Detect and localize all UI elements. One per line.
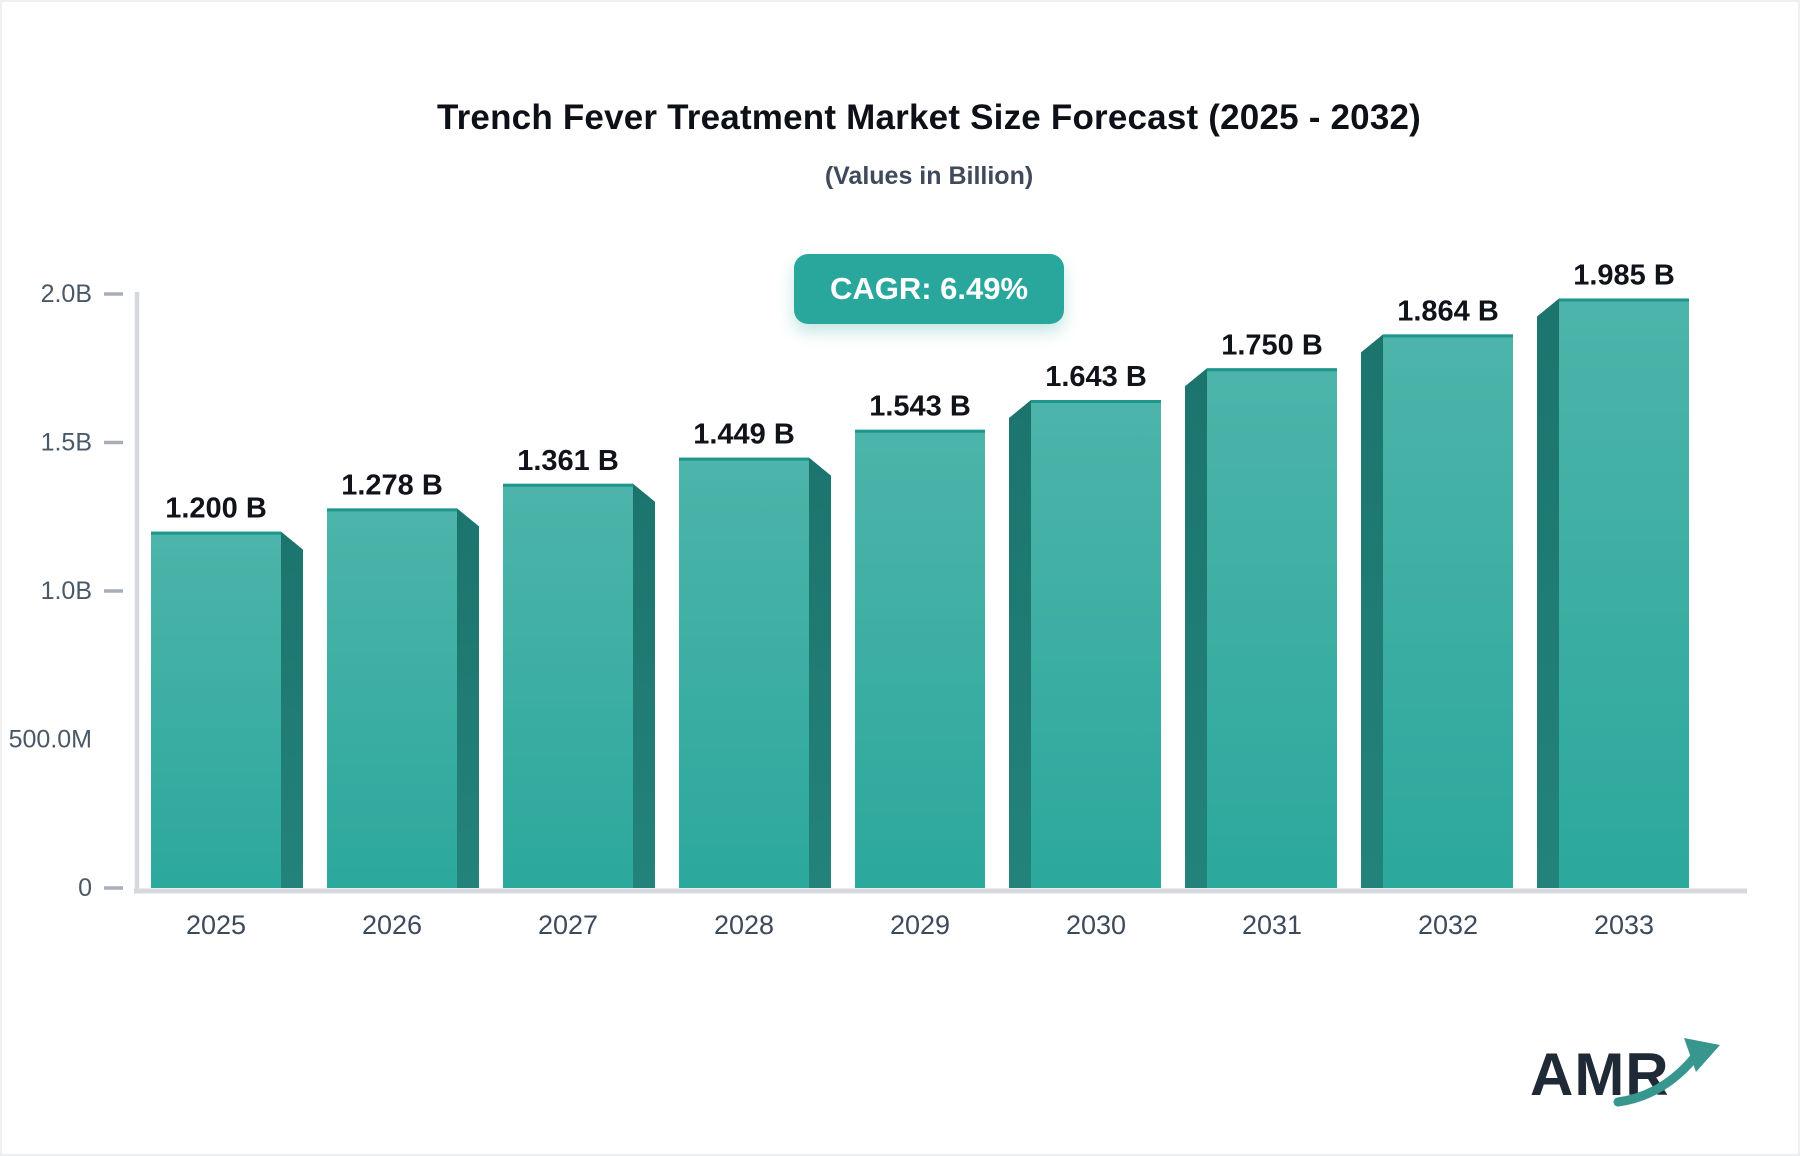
bar-2030[interactable]	[1031, 400, 1161, 888]
bar-2033[interactable]	[1559, 298, 1689, 889]
bar-value-label-2033: 1.985 B	[1573, 259, 1675, 291]
bar-value-label-2029: 1.543 B	[869, 391, 971, 423]
bar-2028[interactable]	[679, 457, 809, 888]
bar-value-label-2027: 1.361 B	[517, 445, 619, 477]
bar-value-label-2028: 1.449 B	[693, 419, 795, 451]
x-axis-label-2027: 2027	[538, 910, 598, 940]
cagr-badge: CAGR: 6.49%	[793, 254, 1065, 324]
bar-group-2029	[855, 429, 985, 888]
bar-2032[interactable]	[1383, 334, 1513, 889]
bar-value-label-2030: 1.643 B	[1045, 361, 1147, 393]
bar-2027[interactable]	[503, 483, 633, 888]
growth-arrow-icon	[1613, 1038, 1720, 1107]
x-axis-label-2033: 2033	[1594, 910, 1654, 940]
bar-value-label-2025: 1.200 B	[165, 493, 267, 525]
bar-group-2032	[1361, 334, 1513, 889]
bar-2029[interactable]	[855, 429, 985, 888]
x-axis-label-2030: 2030	[1066, 910, 1126, 940]
y-tick-label-1.5B: 1.5B	[41, 429, 92, 457]
bar-side-face	[1361, 334, 1383, 889]
bar-group-2033	[1537, 298, 1689, 889]
y-tick-label-0: 0	[78, 874, 92, 902]
bar-group-2026	[327, 508, 479, 888]
y-tick-label-2.0B: 2.0B	[41, 280, 92, 308]
x-axis-label-2029: 2029	[890, 910, 950, 940]
y-tick-label-500.0M: 500.0M	[9, 726, 92, 754]
bar-side-face	[457, 508, 479, 888]
bar-group-2027	[503, 483, 655, 888]
bar-value-label-2031: 1.750 B	[1221, 329, 1323, 361]
x-axis-label-2026: 2026	[362, 910, 422, 940]
y-tick-label-1.0B: 1.0B	[41, 577, 92, 605]
bar-side-face	[633, 483, 655, 888]
x-axis-label-2025: 2025	[186, 910, 246, 940]
bar-2031[interactable]	[1207, 368, 1337, 888]
bar-side-face	[1537, 298, 1559, 889]
x-axis-label-2032: 2032	[1418, 910, 1478, 940]
bar-group-2025	[151, 531, 303, 888]
bar-group-2030	[1009, 400, 1161, 888]
bar-value-label-2026: 1.278 B	[341, 469, 443, 501]
x-axis-label-2028: 2028	[714, 910, 774, 940]
bar-group-2031	[1185, 368, 1337, 888]
cagr-badge-row: CAGR: 6.49%	[137, 254, 1721, 324]
bar-side-face	[1009, 400, 1031, 888]
bar-group-2028	[679, 457, 831, 888]
x-axis-label-2031: 2031	[1242, 910, 1302, 940]
bar-2025[interactable]	[151, 531, 281, 888]
amr-logo: AMR	[1530, 1032, 1730, 1122]
bar-value-label-2032: 1.864 B	[1397, 295, 1499, 327]
bar-side-face	[281, 531, 303, 888]
bar-2026[interactable]	[327, 508, 457, 888]
bar-side-face	[809, 457, 831, 888]
bar-side-face	[1185, 368, 1207, 888]
